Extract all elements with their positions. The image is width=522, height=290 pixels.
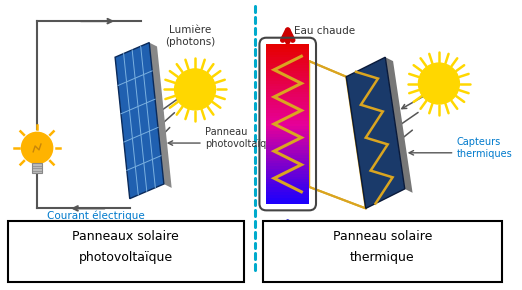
Circle shape: [21, 132, 53, 164]
Text: Panneaux solaire
photovoltaïque: Panneaux solaire photovoltaïque: [73, 230, 179, 264]
Bar: [266, 195, 309, 198]
Bar: [266, 166, 309, 169]
Bar: [266, 179, 309, 182]
Bar: [266, 200, 309, 204]
Bar: [266, 81, 309, 84]
Bar: [266, 171, 309, 174]
Bar: [266, 86, 309, 90]
Polygon shape: [385, 57, 412, 193]
Bar: [266, 131, 309, 135]
FancyBboxPatch shape: [263, 221, 502, 282]
Polygon shape: [346, 57, 405, 209]
FancyBboxPatch shape: [8, 221, 244, 282]
Bar: [266, 95, 309, 97]
Bar: [266, 47, 309, 50]
Bar: [266, 163, 309, 166]
Text: Eau chaude: Eau chaude: [293, 26, 355, 36]
Bar: [266, 52, 309, 55]
Bar: [266, 92, 309, 95]
Bar: [266, 126, 309, 129]
Bar: [266, 110, 309, 113]
Bar: [266, 65, 309, 68]
Bar: [266, 137, 309, 140]
Circle shape: [174, 69, 216, 110]
Bar: [266, 63, 309, 66]
Bar: [266, 84, 309, 87]
Bar: [266, 193, 309, 195]
Polygon shape: [149, 43, 172, 188]
Bar: [266, 177, 309, 180]
Bar: [266, 49, 309, 52]
Bar: [266, 57, 309, 60]
Bar: [266, 150, 309, 153]
Bar: [266, 55, 309, 58]
Bar: [266, 129, 309, 132]
Bar: [266, 168, 309, 172]
Bar: [266, 68, 309, 71]
Bar: [266, 76, 309, 79]
Text: Lumière
(photons): Lumière (photons): [165, 25, 215, 48]
Bar: [266, 134, 309, 137]
Bar: [266, 44, 309, 47]
Bar: [266, 113, 309, 116]
Bar: [266, 142, 309, 145]
Bar: [266, 60, 309, 63]
Bar: [266, 153, 309, 156]
Bar: [266, 102, 309, 106]
Bar: [32, 163, 42, 173]
Bar: [266, 124, 309, 127]
Bar: [266, 155, 309, 158]
Polygon shape: [115, 43, 164, 199]
Bar: [266, 198, 309, 201]
Bar: [266, 70, 309, 74]
Bar: [266, 139, 309, 143]
Bar: [266, 97, 309, 100]
Bar: [266, 182, 309, 185]
Bar: [266, 116, 309, 119]
Bar: [266, 108, 309, 111]
Bar: [266, 187, 309, 190]
Text: Courant électrique: Courant électrique: [46, 210, 145, 221]
Text: Panneau solaire
thermique: Panneau solaire thermique: [333, 230, 432, 264]
Bar: [266, 100, 309, 103]
Bar: [266, 161, 309, 164]
Bar: [266, 105, 309, 108]
Bar: [266, 184, 309, 188]
Text: Eau froide: Eau froide: [293, 221, 347, 231]
Bar: [266, 158, 309, 161]
Text: Panneau
photovoltaïque: Panneau photovoltaïque: [205, 127, 278, 149]
Bar: [266, 121, 309, 124]
Bar: [266, 145, 309, 148]
Bar: [266, 73, 309, 76]
Bar: [266, 79, 309, 81]
Bar: [266, 118, 309, 122]
Bar: [266, 190, 309, 193]
Circle shape: [419, 63, 459, 104]
Bar: [266, 147, 309, 151]
Bar: [266, 174, 309, 177]
Bar: [266, 89, 309, 92]
Text: Capteurs
thermiques: Capteurs thermiques: [456, 137, 512, 159]
